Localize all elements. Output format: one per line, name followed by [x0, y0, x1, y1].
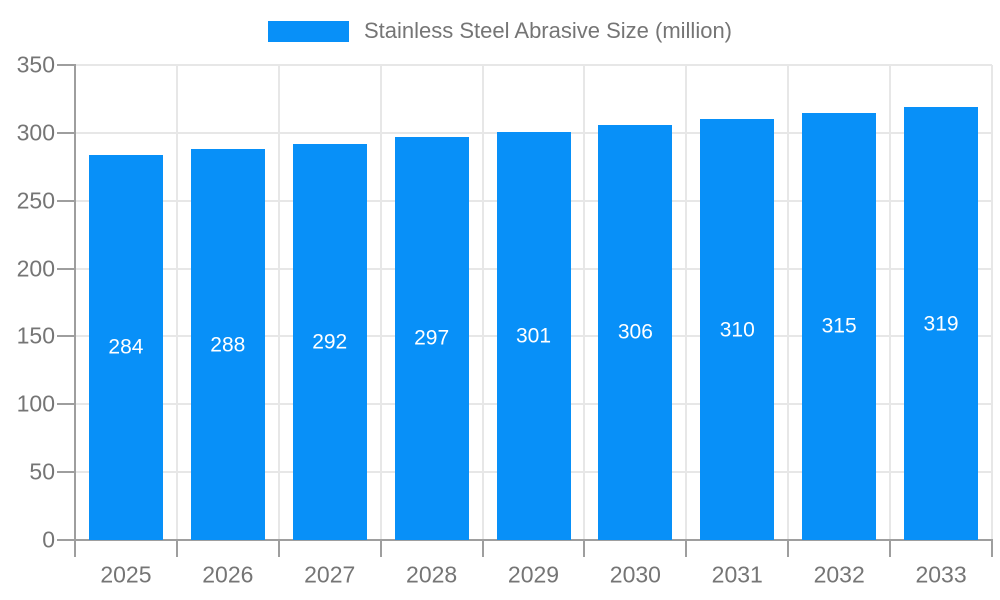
x-axis-tick: [685, 540, 688, 557]
x-axis-tick-label: 2032: [813, 561, 865, 588]
gridline-v: [889, 65, 892, 540]
x-axis-tick: [379, 540, 382, 557]
bar-value-label: 310: [719, 318, 755, 342]
y-axis-tick: [57, 539, 76, 541]
legend-swatch-icon: [267, 20, 349, 42]
y-axis-tick: [57, 199, 76, 202]
x-axis-tick-label: 2026: [202, 561, 254, 588]
y-axis-tick-label: 150: [16, 322, 55, 349]
gridline-v: [685, 65, 688, 540]
gridline-v: [481, 65, 484, 540]
bar: [88, 154, 163, 540]
bar-value-label: 306: [617, 320, 653, 344]
y-axis-tick-label: 0: [42, 526, 55, 553]
x-axis-line: [74, 539, 993, 541]
bar: [700, 119, 775, 540]
y-axis-tick: [57, 131, 76, 134]
gridline-v: [787, 65, 790, 540]
x-axis-tick: [583, 540, 586, 557]
x-axis-tick: [991, 540, 993, 557]
bar: [904, 107, 979, 540]
bar-value-label: 284: [108, 335, 144, 359]
gridline-v: [175, 65, 178, 540]
bar-value-label: 288: [210, 333, 246, 357]
y-axis-tick-label: 300: [16, 119, 55, 146]
x-axis-tick: [889, 540, 892, 557]
y-axis-tick-label: 200: [16, 255, 55, 282]
gridline-v: [991, 65, 993, 540]
bar: [292, 143, 367, 540]
y-axis-tick: [57, 267, 76, 270]
bar: [394, 136, 469, 540]
bar-value-label: 319: [923, 312, 959, 336]
x-axis-tick-label: 2025: [100, 561, 152, 588]
y-axis-line: [74, 65, 76, 540]
y-axis-tick-label: 350: [16, 51, 55, 78]
x-axis-tick: [277, 540, 280, 557]
legend-label: Stainless Steel Abrasive Size (million): [363, 18, 733, 43]
gridline-v: [583, 65, 586, 540]
bar: [598, 124, 673, 540]
x-axis-tick: [481, 540, 484, 557]
y-axis-tick: [57, 64, 76, 66]
y-axis-tick-label: 250: [16, 187, 55, 214]
gridline-h: [75, 64, 992, 66]
x-axis-tick-label: 2027: [304, 561, 356, 588]
x-axis-tick-label: 2031: [711, 561, 763, 588]
x-axis-tick-label: 2029: [507, 561, 560, 588]
x-axis-tick-label: 2030: [609, 561, 661, 588]
x-axis-tick: [74, 540, 76, 557]
bar-value-label: 315: [821, 314, 857, 338]
x-axis-tick-label: 2033: [915, 561, 967, 588]
x-axis-tick: [787, 540, 790, 557]
gridline-v: [379, 65, 382, 540]
gridline-v: [277, 65, 280, 540]
bar: [496, 131, 571, 540]
y-axis-tick-label: 50: [29, 458, 55, 485]
legend[interactable]: Stainless Steel Abrasive Size (million): [0, 18, 1000, 44]
bar-value-label: 301: [515, 324, 552, 348]
x-axis-tick: [175, 540, 178, 557]
bar-value-label: 292: [312, 330, 348, 354]
y-axis-tick: [57, 403, 76, 406]
x-axis-tick-label: 2028: [406, 561, 458, 588]
y-axis-tick-label: 100: [16, 390, 55, 417]
y-axis-tick: [57, 471, 76, 474]
bar: [190, 149, 265, 540]
bar: [802, 112, 877, 540]
y-axis-tick: [57, 335, 76, 338]
bar-value-label: 297: [414, 326, 450, 350]
